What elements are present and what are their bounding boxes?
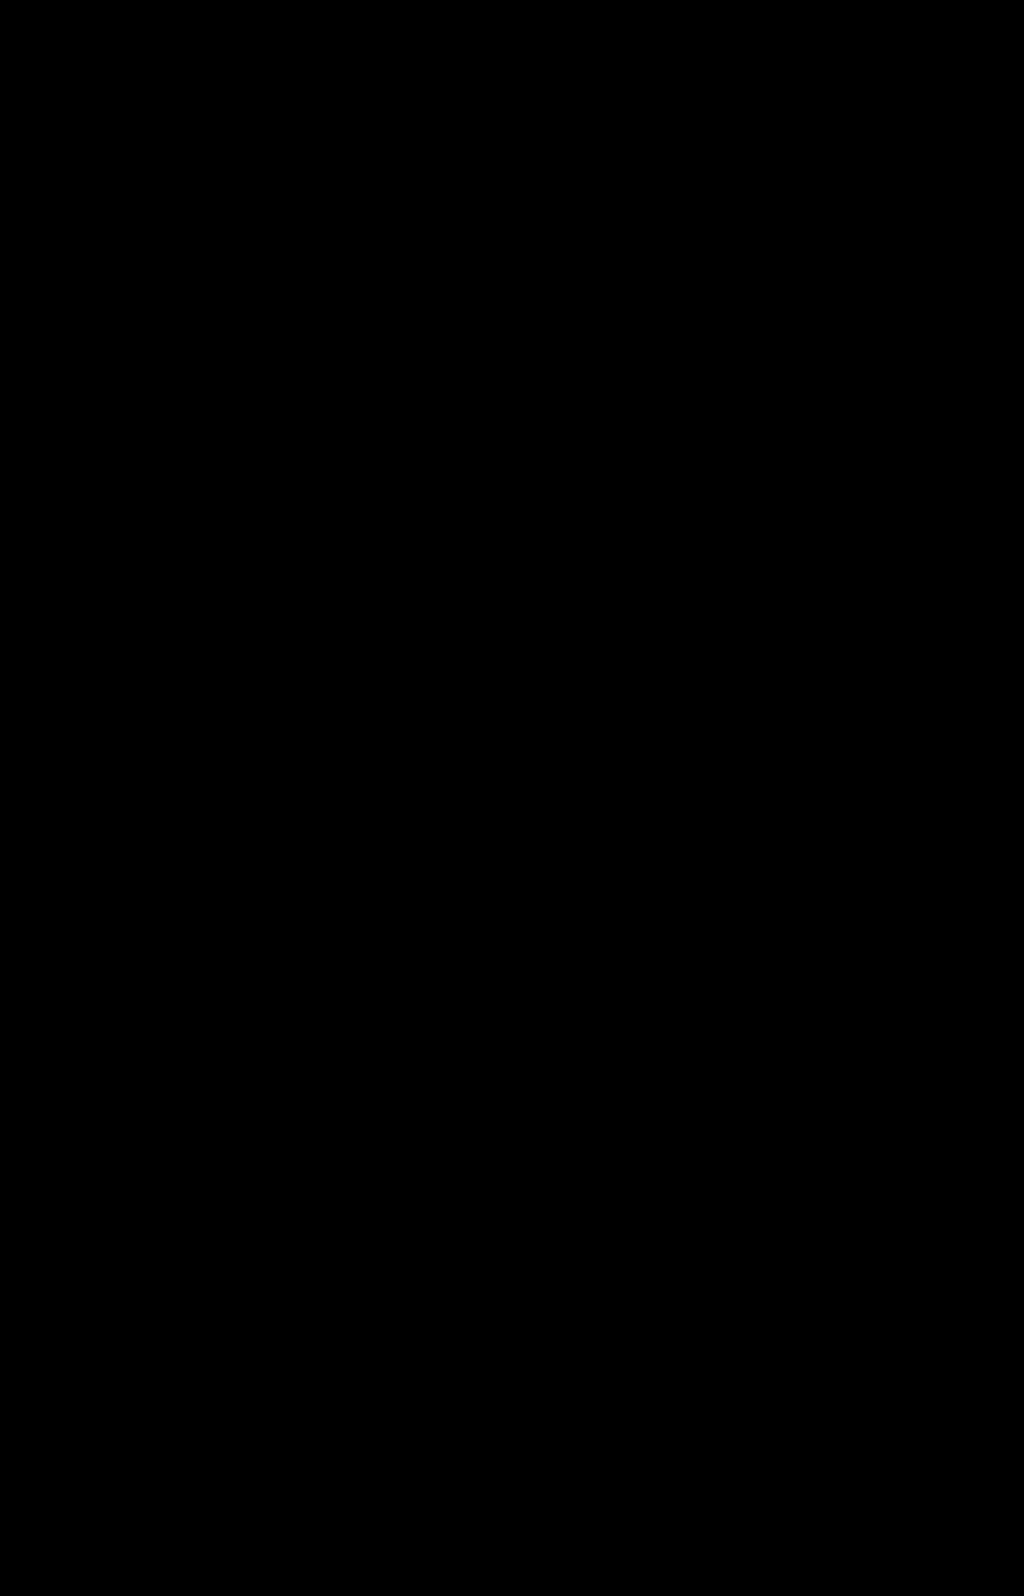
Text: A: A [279,369,292,386]
Text: (4)  0.75 × 10⁻⁵/°C: (4) 0.75 × 10⁻⁵/°C [340,520,546,543]
Text: (1)  1.5 × 10⁻⁵/°C: (1) 1.5 × 10⁻⁵/°C [19,485,211,508]
Text: moduli 1.2 × 10¹¹ N/m² and 1.5 × 10¹¹ N/m²: moduli 1.2 × 10¹¹ N/m² and 1.5 × 10¹¹ N/… [19,72,499,93]
Text: B: B [338,338,351,356]
Text: C: C [397,369,411,386]
Text: respectively. If coefficient of linear expansion: respectively. If coefficient of linear e… [19,123,516,145]
Text: (3)  0.6 × 10⁻⁵/°C: (3) 0.6 × 10⁻⁵/°C [19,520,211,543]
Text: of AB is 1.5 × 10⁻⁵/°C and both have equal: of AB is 1.5 × 10⁻⁵/°C and both have equ… [19,174,486,196]
Text: (2)  1.2 × 10⁻⁵/°C: (2) 1.2 × 10⁻⁵/°C [340,485,532,508]
Text: Two uniform rods AB and BC have young's: Two uniform rods AB and BC have young's [19,19,486,41]
Text: the junction at all temperature is :: the junction at all temperature is : [19,330,395,351]
Text: area of cross section, then coefficient of linear: area of cross section, then coefficient … [19,227,528,249]
Text: expansion of BC, for which there is no shift of: expansion of BC, for which there is no s… [19,278,519,300]
